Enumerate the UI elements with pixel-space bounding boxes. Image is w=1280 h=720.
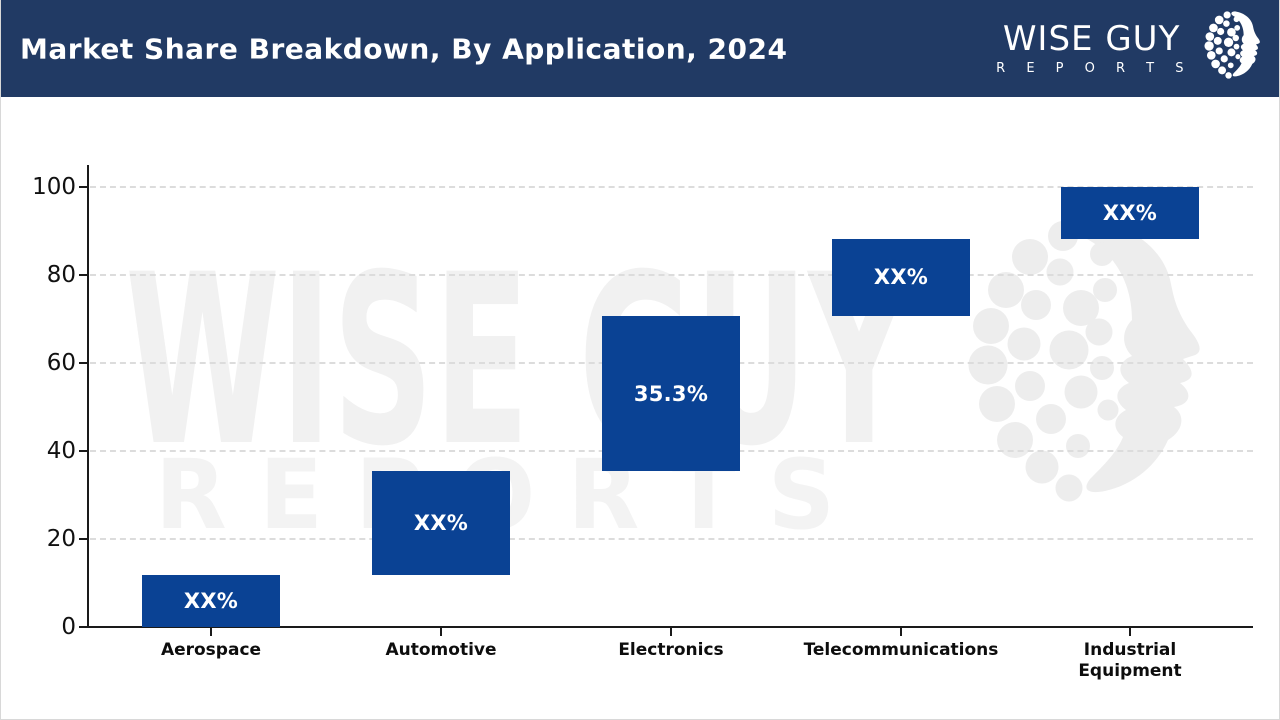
bar-aerospace: XX% [142,575,280,627]
bar-automotive: XX% [372,471,510,576]
x-category-label: Electronics [618,640,724,660]
x-tickmark-1 [440,628,442,636]
brand-name: WISE GUY [1002,19,1181,60]
page-title: Market Share Breakdown, By Application, … [20,32,788,65]
y-tick-label-80: 80 [46,262,76,288]
y-tickmark-60 [79,362,88,364]
x-axis [87,626,1253,628]
header-bar: Market Share Breakdown, By Application, … [0,0,1280,97]
y-tickmark-40 [79,450,88,452]
bar-value-label: 35.3% [633,381,709,406]
x-tickmark-2 [670,628,672,636]
x-category-label: Industrial Equipment [1078,640,1182,682]
x-tickmark-0 [210,628,212,636]
y-tick-label-20: 20 [46,526,76,552]
y-axis [87,165,89,628]
bar-electronics: 35.3% [602,315,740,472]
y-tick-label-100: 100 [32,174,76,200]
x-tickmark-3 [900,628,902,636]
gridline-80 [90,274,1253,276]
gridline-20 [90,538,1253,540]
y-tickmark-20 [79,538,88,540]
brand-wordmark: WISE GUY R E P O R T S [991,19,1192,76]
bar-industrial-equipment: XX% [1061,187,1199,239]
y-tickmark-0 [79,626,88,628]
y-tick-label-40: 40 [46,438,76,464]
y-tick-label-60: 60 [46,350,76,376]
x-category-label: Telecommunications [803,640,999,660]
brand-subname: R E P O R T S [996,60,1192,76]
bar-value-label: XX% [183,589,239,614]
y-tickmark-100 [79,186,88,188]
bar-value-label: XX% [873,265,929,290]
bar-value-label: XX% [1102,200,1158,225]
x-category-label: Automotive [385,640,497,660]
bar-value-label: XX% [413,511,469,536]
y-tickmark-80 [79,274,88,276]
x-category-label: Aerospace [160,640,262,660]
y-tick-label-0: 0 [61,614,76,640]
bar-telecommunications: XX% [832,238,970,316]
brand-logo: WISE GUY R E P O R T S [991,6,1266,92]
gridline-100 [90,186,1253,188]
brand-face-icon [1194,9,1266,90]
x-tickmark-4 [1129,628,1131,636]
